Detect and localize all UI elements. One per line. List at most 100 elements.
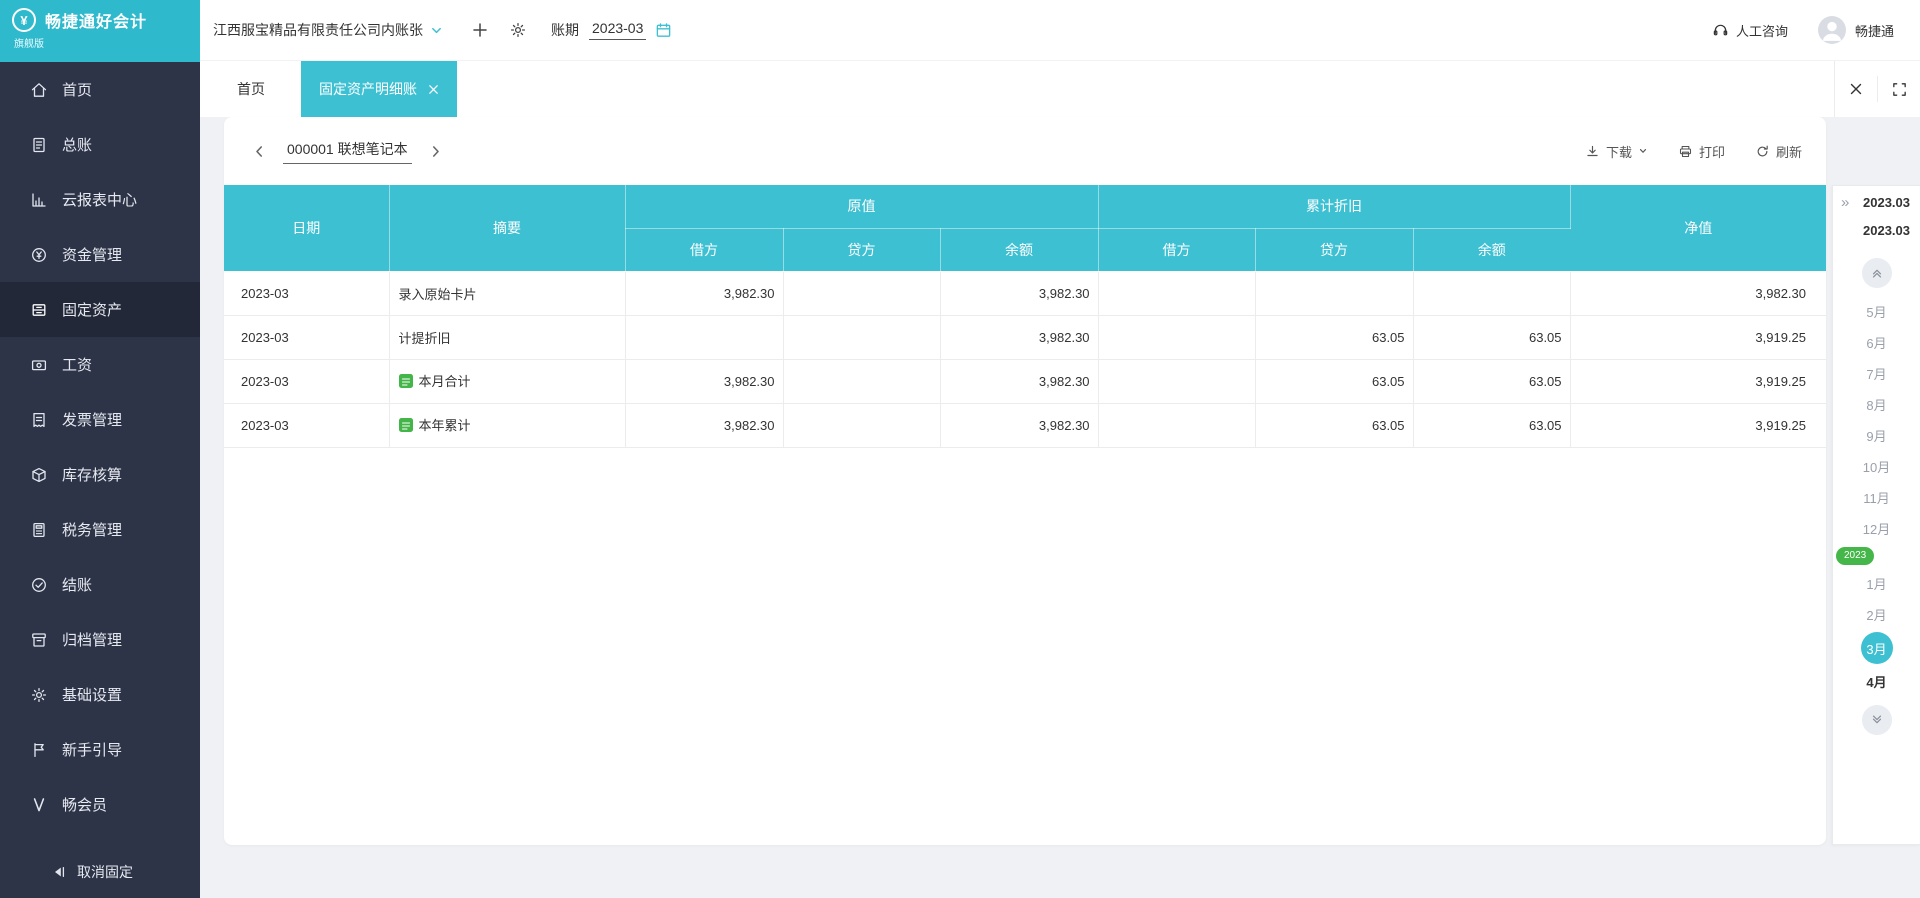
month-item[interactable]: 1月 [1866,577,1887,592]
sidebar-item-label: 归档管理 [62,632,123,649]
cell-depreciation-debit [1098,403,1256,448]
cell-depreciation-balance: 63.05 [1413,315,1571,360]
col-header-date: 日期 [224,185,390,272]
cell-net-value: 3,919.25 [1570,315,1826,360]
add-button[interactable] [471,21,489,39]
print-button[interactable]: 打印 [1678,142,1725,161]
next-asset-button[interactable] [424,140,447,163]
avatar[interactable] [1817,16,1846,44]
app-logo-area: ¥ 畅捷通好会计 旗舰版 [0,0,200,62]
sidebar-item-label: 新手引导 [62,742,123,759]
collapse-panel-icon[interactable]: » [1841,194,1850,211]
unpin-sidebar-button[interactable]: 取消固定 [0,846,200,898]
period-end-label: 2023.03 [1863,223,1910,238]
cell-depreciation-debit [1098,315,1256,360]
sidebar-item-tax-management[interactable]: 税务管理 [0,502,200,557]
cell-depreciation-credit [1255,271,1414,316]
month-item[interactable]: 8月 [1866,398,1887,413]
scroll-months-up-button[interactable] [1861,258,1892,288]
company-selector[interactable]: 江西服宝精品有限责任公司内账张 [213,20,443,40]
refresh-label: 刷新 [1775,144,1802,160]
sidebar-item-beginner-guide[interactable]: 新手引导 [0,722,200,777]
sidebar-item-settings[interactable]: 基础设置 [0,667,200,722]
download-icon [1585,144,1600,159]
total-badge-icon [398,417,413,432]
calendar-icon[interactable] [655,22,672,39]
guide-flag-icon [30,741,48,759]
cell-original-balance: 3,982.30 [940,271,1099,316]
col-group-accumulated-depreciation: 累计折旧 [1098,185,1571,229]
col-header-credit: 贷方 [783,228,941,272]
chevron-down-icon [1638,146,1648,156]
month-item[interactable]: 2月 [1866,608,1887,623]
app-edition-label: 旗舰版 [14,39,44,50]
tab-close-icon[interactable] [428,84,439,95]
table-row: 2023-03 本年累计 3,982.30 3,982.30 63.05 63.… [224,403,1826,448]
username-label[interactable]: 畅捷通 [1854,23,1894,39]
refresh-button[interactable]: 刷新 [1755,142,1802,161]
fixed-asset-ledger-panel: 000001 联想笔记本 下载 打印 刷新 [224,117,1826,845]
month-item[interactable]: 5月 [1866,305,1887,320]
period-label: 账期 [551,22,579,38]
month-item-selected[interactable]: 3月 [1860,632,1893,664]
closing-check-icon [30,576,48,594]
cell-summary: 计提折旧 [389,315,626,360]
sidebar-item-inventory[interactable]: 库存核算 [0,447,200,502]
asset-selector[interactable]: 000001 联想笔记本 [283,139,412,164]
sidebar-item-home[interactable]: 首页 [0,62,200,117]
sidebar-item-fund-management[interactable]: 资金管理 [0,227,200,282]
sidebar-item-closing[interactable]: 结账 [0,557,200,612]
sidebar-item-archive[interactable]: 归档管理 [0,612,200,667]
settings-gear-button[interactable] [509,21,527,39]
sidebar-item-cloud-reports[interactable]: 云报表中心 [0,172,200,227]
member-v-icon [30,796,48,814]
fixed-asset-ledger-table: 日期 摘要 原值 累计折旧 净值 借方 贷方 余额 借方 贷方 余额 2023-… [224,185,1826,448]
cell-summary: 本月合计 [389,359,626,404]
tab-bar-controls [1834,61,1920,117]
scroll-months-down-button[interactable] [1861,705,1892,735]
cell-original-balance: 3,982.30 [940,315,1099,360]
cell-original-debit: 3,982.30 [625,403,784,448]
sidebar-item-general-ledger[interactable]: 总账 [0,117,200,172]
month-item[interactable]: 9月 [1866,429,1887,444]
year-badge: 2023 [1836,547,1875,565]
col-header-net-value: 净值 [1570,185,1826,272]
month-item[interactable]: 6月 [1866,336,1887,351]
topbar: 江西服宝精品有限责任公司内账张 账期 2023-03 人工咨询 畅捷通 [200,0,1920,61]
cell-net-value: 3,919.25 [1570,403,1826,448]
fixed-asset-icon [30,301,48,319]
period-value-field[interactable]: 2023-03 [589,20,647,40]
tax-calculator-icon [30,521,48,539]
sidebar-item-invoice-management[interactable]: 发票管理 [0,392,200,447]
month-item[interactable]: 10月 [1862,460,1891,475]
support-button[interactable]: 人工咨询 [1712,21,1788,40]
col-header-debit: 借方 [1098,228,1256,272]
sidebar-item-label: 总账 [62,137,93,154]
home-icon [30,81,48,99]
cell-depreciation-balance: 63.05 [1413,359,1571,404]
inventory-box-icon [30,466,48,484]
download-button[interactable]: 下载 [1585,142,1648,161]
month-item[interactable]: 7月 [1866,367,1887,382]
tab-bar: 首页 固定资产明细账 [200,61,1920,117]
tab-home[interactable]: 首页 [213,61,289,117]
month-item[interactable]: 4月 [1866,675,1887,690]
cell-net-value: 3,982.30 [1570,271,1826,316]
fullscreen-icon[interactable] [1878,61,1920,117]
company-name: 江西服宝精品有限责任公司内账张 [213,22,423,38]
previous-asset-button[interactable] [248,140,271,163]
tab-fixed-asset-ledger[interactable]: 固定资产明细账 [301,61,457,117]
cell-original-balance: 3,982.30 [940,359,1099,404]
cell-summary: 本年累计 [389,403,626,448]
sidebar-item-fixed-assets[interactable]: 固定资产 [0,282,200,337]
close-all-tabs-button[interactable] [1835,61,1877,117]
month-item[interactable]: 12月 [1862,522,1891,537]
app-title: 畅捷通好会计 [45,14,148,31]
table-row: 2023-03 计提折旧 3,982.30 63.05 63.05 3,919.… [224,315,1826,360]
sidebar-item-payroll[interactable]: 工资 [0,337,200,392]
sidebar-item-membership[interactable]: 畅会员 [0,777,200,832]
ledger-icon [30,136,48,154]
period-picker-panel: » 2023.03 2023.03 5月 6月 7月 8月 9月 10月 11月… [1832,185,1920,845]
month-item[interactable]: 11月 [1863,491,1890,506]
cell-net-value: 3,919.25 [1570,359,1826,404]
